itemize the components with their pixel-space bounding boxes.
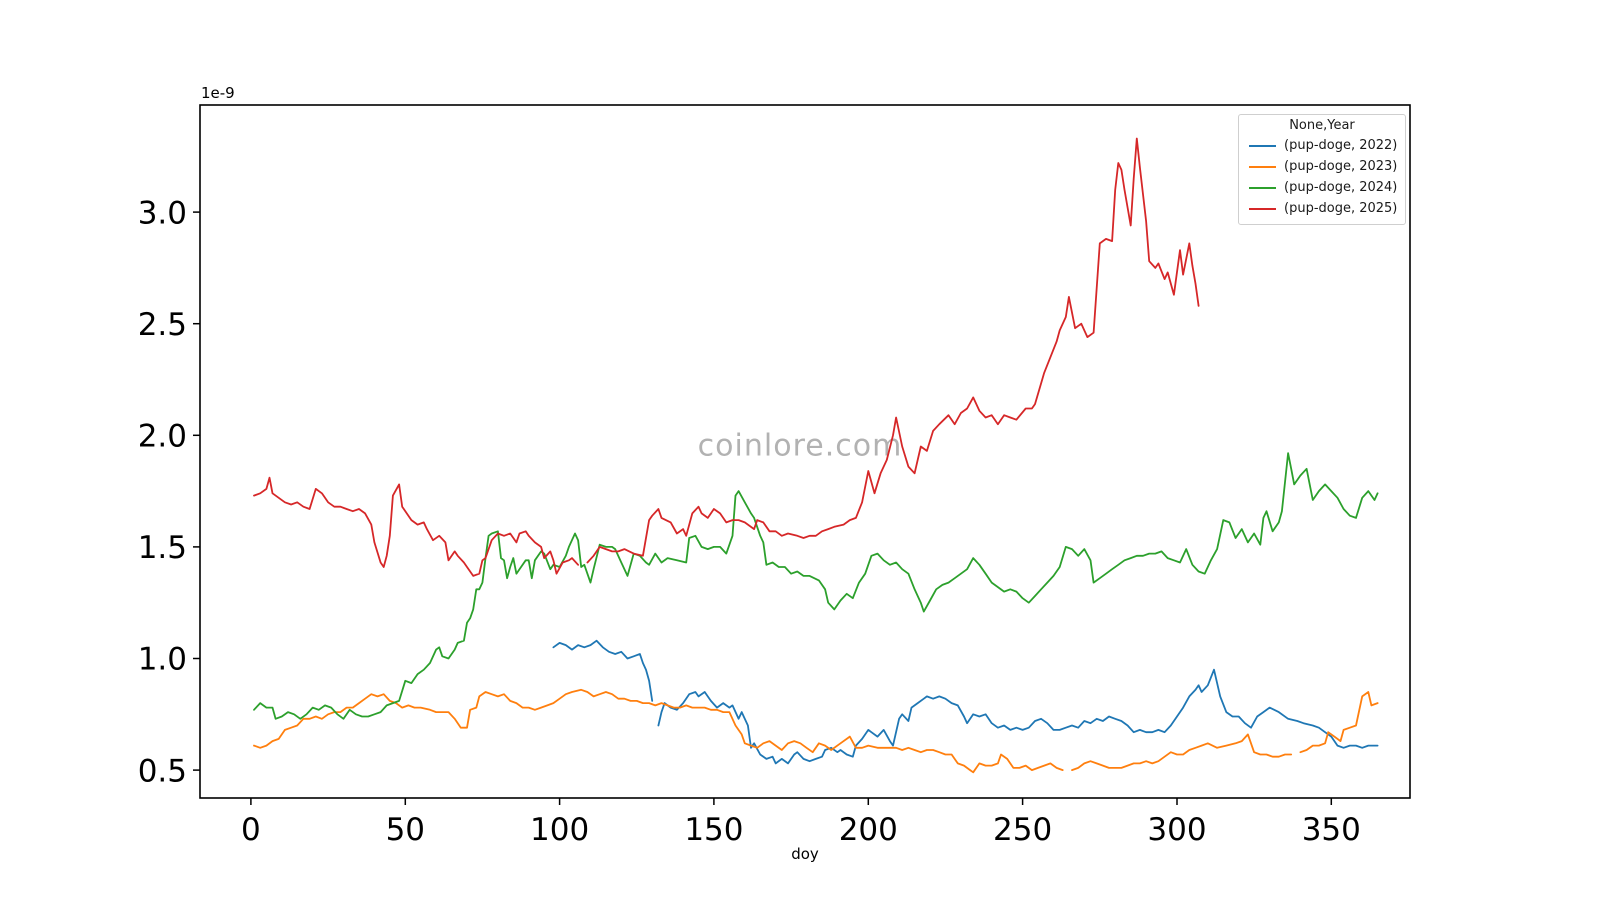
- y-axis-offset-label: 1e-9: [201, 84, 235, 102]
- legend-entry-2023: (pup-doge, 2023): [1245, 156, 1399, 177]
- x-tick-label: 300: [1147, 812, 1206, 848]
- legend-label: (pup-doge, 2024): [1284, 180, 1398, 195]
- y-tick-label: 2.0: [138, 418, 187, 454]
- legend-entry-2024: (pup-doge, 2024): [1245, 177, 1399, 198]
- legend-swatch-2025: [1249, 207, 1276, 210]
- series-line-2025: [253, 137, 1200, 577]
- x-tick-label: 350: [1302, 812, 1361, 848]
- x-axis-label: doy: [791, 845, 819, 863]
- watermark: coinlore.com: [697, 428, 903, 464]
- x-tick-label: 200: [839, 812, 898, 848]
- legend-label: (pup-doge, 2022): [1284, 138, 1398, 153]
- x-tick-label: 50: [386, 812, 425, 848]
- y-tick-label: 1.0: [138, 642, 187, 678]
- legend-label: (pup-doge, 2023): [1284, 159, 1398, 174]
- legend-entry-2022: (pup-doge, 2022): [1245, 135, 1399, 156]
- plot-border: [199, 104, 1411, 799]
- x-tick-label: 100: [530, 812, 589, 848]
- x-tick-label: 0: [241, 812, 261, 848]
- legend: None,Year (pup-doge, 2022) (pup-doge, 20…: [1238, 114, 1406, 225]
- y-tick-label: 3.0: [138, 195, 187, 231]
- series-line-2024: [253, 452, 1379, 720]
- legend-title: None,Year: [1289, 118, 1355, 133]
- legend-label: (pup-doge, 2025): [1284, 201, 1398, 216]
- series-line-2023: [253, 688, 1379, 774]
- x-tick-label: 150: [684, 812, 743, 848]
- legend-swatch-2024: [1249, 186, 1276, 189]
- series-line-2022: [552, 639, 1379, 765]
- y-tick-label: 2.5: [138, 307, 187, 343]
- legend-entry-2025: (pup-doge, 2025): [1245, 198, 1399, 219]
- y-tick-label: 1.5: [138, 530, 187, 566]
- x-tick-label: 250: [993, 812, 1052, 848]
- y-tick-label: 0.5: [138, 753, 187, 789]
- legend-swatch-2023: [1249, 165, 1276, 168]
- legend-swatch-2022: [1249, 144, 1276, 147]
